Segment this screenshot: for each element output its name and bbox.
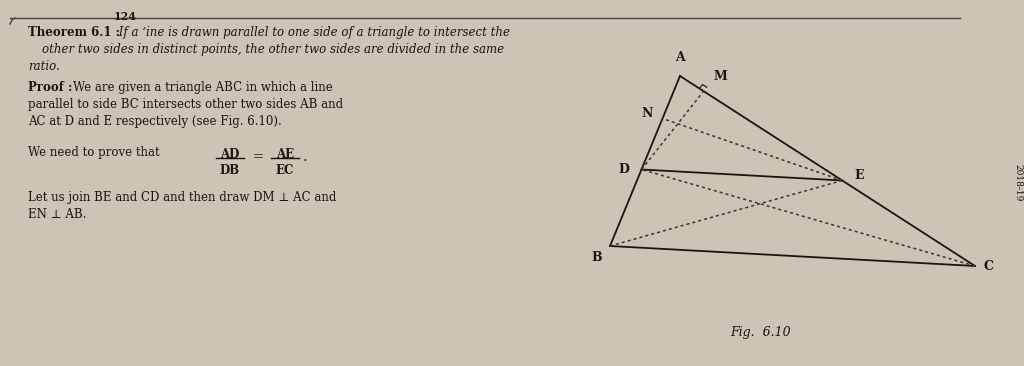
Text: EN ⊥ AB.: EN ⊥ AB. [28, 208, 86, 221]
Text: N: N [641, 107, 652, 120]
Text: .: . [303, 150, 307, 164]
Text: Proof :: Proof : [28, 81, 73, 94]
Text: AE: AE [275, 148, 294, 161]
Text: DB: DB [220, 164, 240, 177]
Text: If a ‘ine is drawn parallel to one side of a triangle to intersect the: If a ‘ine is drawn parallel to one side … [115, 26, 510, 39]
Text: B: B [592, 251, 602, 264]
Text: AC at D and E respectively (see Fig. 6.10).: AC at D and E respectively (see Fig. 6.1… [28, 115, 282, 128]
Text: EC: EC [275, 164, 294, 177]
Text: D: D [618, 163, 630, 176]
Text: We need to prove that: We need to prove that [28, 146, 164, 159]
Text: parallel to side BC intersects other two sides AB and: parallel to side BC intersects other two… [28, 98, 343, 111]
Text: M: M [714, 70, 727, 83]
Text: Let us join BE and CD and then draw DM ⊥ AC and: Let us join BE and CD and then draw DM ⊥… [28, 191, 336, 204]
Text: E: E [854, 169, 864, 182]
Text: Theorem 6.1 :: Theorem 6.1 : [28, 26, 120, 39]
Text: 124: 124 [114, 11, 136, 22]
Text: Fig.  6.10: Fig. 6.10 [730, 326, 791, 339]
Text: A: A [675, 51, 685, 64]
Text: AD: AD [220, 148, 240, 161]
Text: We are given a triangle ABC in which a line: We are given a triangle ABC in which a l… [73, 81, 333, 94]
Text: 2018-19: 2018-19 [1014, 164, 1023, 202]
Text: other two sides in distinct points, the other two sides are divided in the same: other two sides in distinct points, the … [42, 43, 504, 56]
Text: ratio.: ratio. [28, 60, 59, 73]
Text: =: = [253, 150, 263, 163]
Text: C: C [983, 259, 993, 273]
